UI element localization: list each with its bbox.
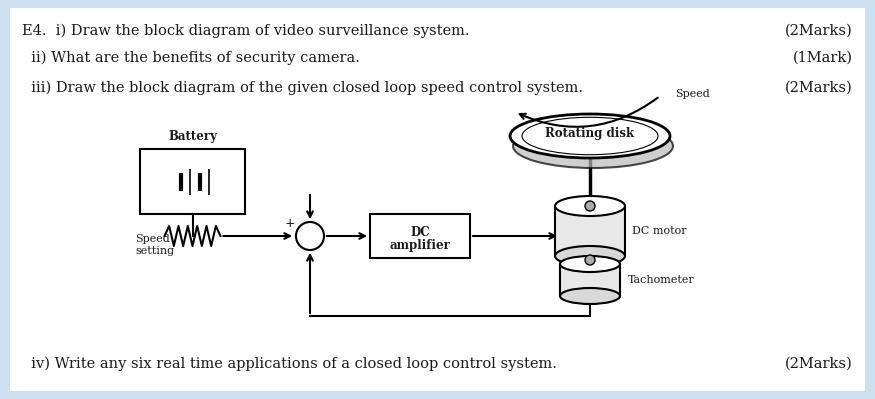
Text: DC motor: DC motor [632,226,687,236]
Text: iii) Draw the block diagram of the given closed loop speed control system.: iii) Draw the block diagram of the given… [22,81,583,95]
Ellipse shape [510,114,670,158]
Ellipse shape [555,196,625,216]
FancyBboxPatch shape [10,8,865,391]
Bar [140,149,245,214]
Text: Speed
setting: Speed setting [135,234,174,256]
Ellipse shape [560,256,620,272]
Bar [560,264,620,296]
Text: ii) What are the benefits of security camera.: ii) What are the benefits of security ca… [22,51,360,65]
Ellipse shape [560,288,620,304]
Text: (2Marks): (2Marks) [785,357,853,371]
Text: Rotating disk: Rotating disk [545,128,634,140]
Ellipse shape [555,246,625,266]
Text: iv) Write any six real time applications of a closed loop control system.: iv) Write any six real time applications… [22,357,556,371]
Circle shape [585,255,595,265]
Text: E4.  i) Draw the block diagram of video surveillance system.: E4. i) Draw the block diagram of video s… [22,24,470,38]
Text: Battery: Battery [168,130,217,143]
Text: (2Marks): (2Marks) [785,81,853,95]
Text: +: + [284,217,296,230]
Text: (2Marks): (2Marks) [785,24,853,38]
Bar [370,214,470,258]
Text: amplifier: amplifier [389,239,451,251]
Bar [555,206,625,256]
Circle shape [585,201,595,211]
Ellipse shape [513,124,673,168]
Text: (1Mark): (1Mark) [793,51,853,65]
Text: -: - [308,253,312,266]
Text: DC: DC [410,225,430,239]
Text: Tachometer: Tachometer [628,275,695,285]
Text: Speed: Speed [675,89,710,99]
